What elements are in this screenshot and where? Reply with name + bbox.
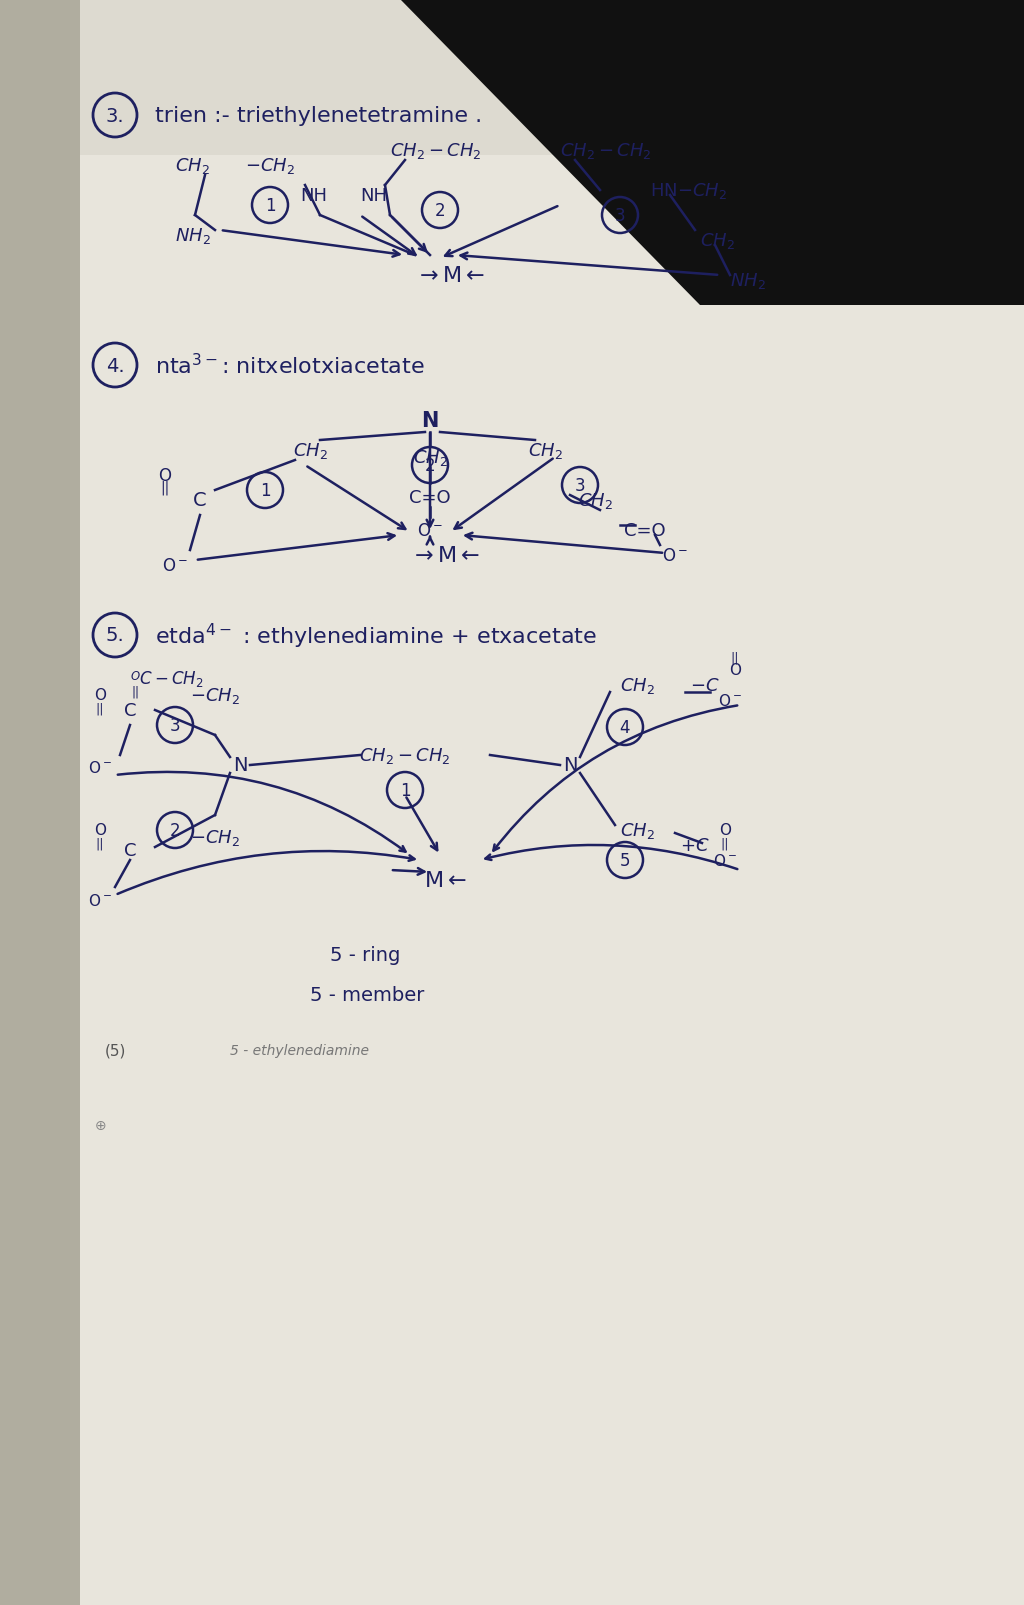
Text: 1: 1	[399, 782, 411, 799]
Text: $+ C$: $+ C$	[680, 836, 710, 854]
Text: 5.: 5.	[105, 626, 124, 645]
Text: $CH_2 - CH_2$: $CH_2 - CH_2$	[359, 746, 451, 766]
Text: nta$^{3-}$: nitxelotxiacetate: nta$^{3-}$: nitxelotxiacetate	[155, 353, 425, 379]
Text: 4.: 4.	[105, 356, 124, 376]
Text: ||: ||	[96, 701, 104, 716]
Text: $\oplus$: $\oplus$	[94, 1119, 106, 1132]
Text: C=O: C=O	[625, 522, 666, 539]
Text: (5): (5)	[104, 1043, 126, 1058]
Text: 4: 4	[620, 719, 630, 737]
Text: O$^-$: O$^-$	[713, 852, 737, 868]
Text: $-CH_2$: $-CH_2$	[190, 685, 240, 706]
Text: ||: ||	[721, 836, 729, 851]
Text: HN$-CH_2$: HN$-CH_2$	[650, 181, 727, 201]
Text: O: O	[94, 823, 106, 838]
Text: O$^-$: O$^-$	[88, 892, 112, 908]
Text: 2: 2	[425, 457, 435, 475]
Text: 1: 1	[264, 197, 275, 215]
Text: O$^-$: O$^-$	[718, 693, 742, 708]
Text: $NH_2$: $NH_2$	[730, 271, 766, 291]
Text: NH: NH	[300, 186, 327, 205]
Text: C: C	[124, 841, 136, 859]
Text: 3: 3	[574, 477, 586, 494]
Text: 1: 1	[260, 482, 270, 499]
FancyBboxPatch shape	[80, 0, 1024, 1605]
Text: O: O	[159, 467, 171, 485]
Text: 3: 3	[614, 207, 626, 225]
Text: O: O	[94, 689, 106, 703]
Text: ||: ||	[96, 836, 104, 851]
Text: ||: ||	[731, 652, 739, 664]
Text: O: O	[719, 823, 731, 838]
Text: $CH_2$: $CH_2$	[293, 441, 328, 461]
Text: O$^-$: O$^-$	[88, 759, 112, 775]
Text: $NH_2$: $NH_2$	[175, 226, 211, 246]
Text: $CH_2$: $CH_2$	[413, 448, 447, 467]
Text: $\rightarrow$M$\leftarrow$: $\rightarrow$M$\leftarrow$	[415, 266, 485, 286]
Text: 5 - ethylenediamine: 5 - ethylenediamine	[230, 1043, 369, 1058]
Text: $CH_2$: $CH_2$	[620, 820, 655, 841]
Text: N: N	[421, 411, 438, 430]
Text: C: C	[194, 491, 207, 510]
Text: O$^-$: O$^-$	[162, 557, 188, 575]
Text: $CH_2$: $CH_2$	[700, 231, 735, 250]
Text: O: O	[729, 663, 741, 677]
Text: $\overset{O}{\underset{||}{ }}C - CH_2$: $\overset{O}{\underset{||}{ }}C - CH_2$	[130, 669, 204, 701]
Text: $CH_2$: $CH_2$	[527, 441, 562, 461]
Text: 3.: 3.	[105, 106, 124, 125]
Text: $- C$: $- C$	[690, 677, 720, 695]
Text: 3: 3	[170, 716, 180, 735]
Text: C=O: C=O	[410, 488, 451, 507]
Text: trien :- triethylenetetramine .: trien :- triethylenetetramine .	[155, 106, 482, 125]
Text: $\rightarrow$M$\leftarrow$: $\rightarrow$M$\leftarrow$	[410, 546, 480, 565]
Text: C: C	[124, 701, 136, 719]
Text: 2: 2	[434, 202, 445, 220]
Text: 2: 2	[170, 822, 180, 839]
Text: NH: NH	[360, 186, 387, 205]
Polygon shape	[400, 0, 1024, 307]
Polygon shape	[0, 0, 80, 1605]
Text: N: N	[563, 756, 578, 775]
Text: O$^-$: O$^-$	[417, 522, 443, 539]
Text: $CH_2 - CH_2$: $CH_2 - CH_2$	[560, 141, 651, 160]
Polygon shape	[80, 0, 1024, 156]
Text: $CH_2$: $CH_2$	[175, 156, 210, 177]
Text: $- CH_2$: $- CH_2$	[245, 156, 295, 177]
Text: $CH_2 - CH_2$: $CH_2 - CH_2$	[390, 141, 481, 160]
Text: $CH_2$: $CH_2$	[578, 491, 612, 510]
Text: O$^-$: O$^-$	[662, 547, 688, 565]
Text: M$\leftarrow$: M$\leftarrow$	[424, 870, 467, 891]
Text: 5: 5	[620, 852, 630, 870]
Text: $CH_2$: $CH_2$	[620, 676, 655, 695]
Text: $-CH_2$: $-CH_2$	[190, 828, 240, 847]
Text: 5 - ring: 5 - ring	[330, 945, 400, 965]
Text: 5 - member: 5 - member	[310, 985, 424, 1005]
Text: N: N	[232, 756, 247, 775]
Text: ||: ||	[161, 480, 170, 494]
Text: etda$^{4-}$ : ethylenediamine + etxacetate: etda$^{4-}$ : ethylenediamine + etxaceta…	[155, 621, 597, 650]
